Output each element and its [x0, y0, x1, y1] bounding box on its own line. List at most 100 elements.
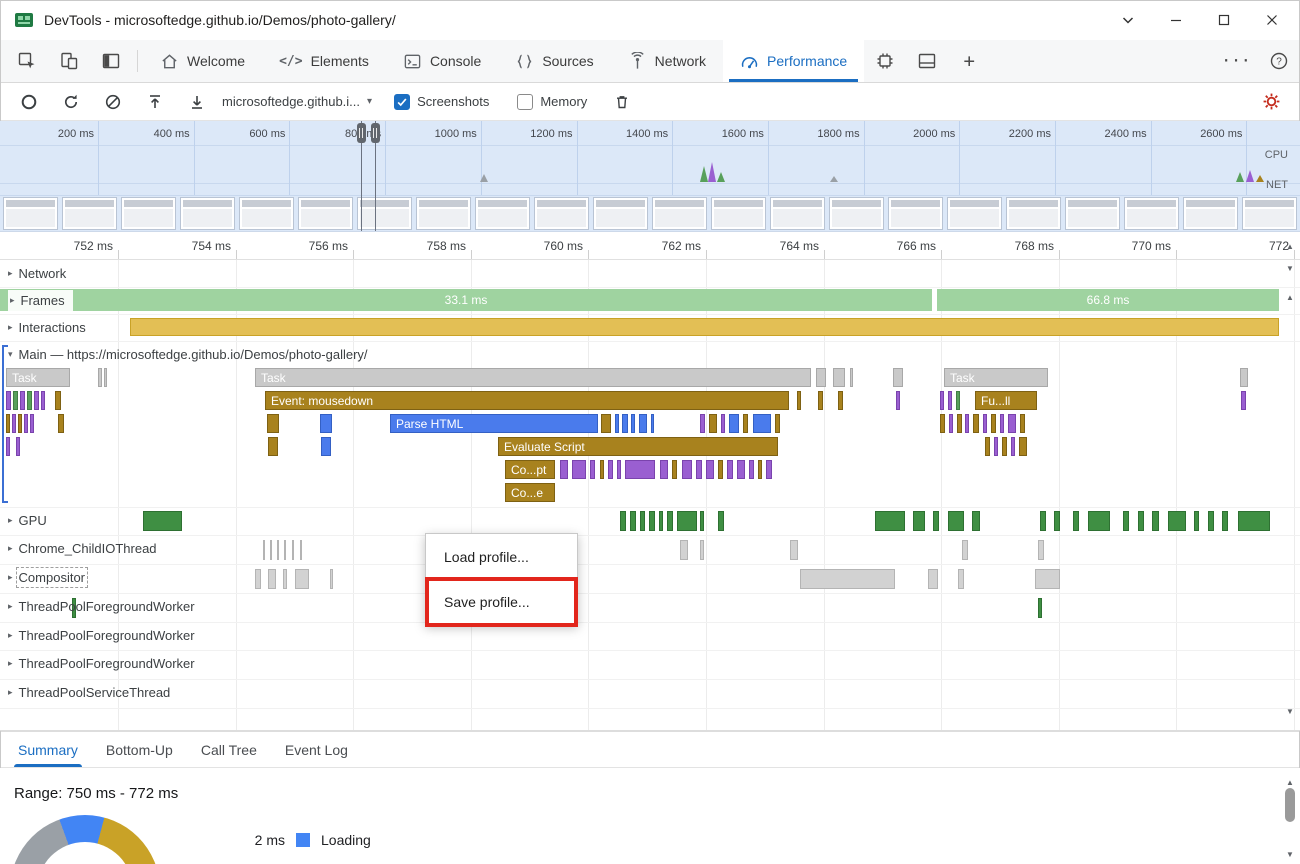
- flame-bar[interactable]: [13, 391, 18, 410]
- selection-handle-right[interactable]: [371, 123, 380, 143]
- flame-bar[interactable]: Co...e: [505, 483, 555, 502]
- track-gpu-bar[interactable]: [933, 511, 939, 531]
- track-threadpool-1-label[interactable]: ▸ ThreadPoolForegroundWorker: [8, 596, 195, 617]
- filmstrip-thumbnail[interactable]: [1065, 197, 1120, 230]
- flame-bar[interactable]: [965, 414, 969, 433]
- filmstrip-thumbnail[interactable]: [770, 197, 825, 230]
- track-gpu-bar[interactable]: [972, 511, 980, 531]
- filmstrip-thumbnail[interactable]: [180, 197, 235, 230]
- flame-bar[interactable]: [893, 368, 903, 387]
- flame-bar[interactable]: [753, 414, 771, 433]
- flame-bar[interactable]: [1241, 391, 1246, 410]
- flame-bar[interactable]: [12, 414, 16, 433]
- filmstrip-thumbnail[interactable]: [298, 197, 353, 230]
- filmstrip-thumbnail[interactable]: [829, 197, 884, 230]
- scrollbar-thumb[interactable]: [1285, 788, 1295, 822]
- detail-tab-call-tree[interactable]: Call Tree: [200, 741, 257, 758]
- flame-bar[interactable]: [6, 391, 11, 410]
- flame-bar[interactable]: [660, 460, 668, 479]
- flame-bar[interactable]: [30, 414, 34, 433]
- flame-bar[interactable]: [600, 460, 604, 479]
- flame-bar[interactable]: [55, 391, 61, 410]
- flame-bar[interactable]: [948, 391, 952, 410]
- flame-bar[interactable]: Event: mousedown: [265, 391, 789, 410]
- flame-bar[interactable]: [27, 391, 32, 410]
- flame-bar[interactable]: [104, 368, 107, 387]
- menu-item-save-profile-[interactable]: Save profile...: [425, 577, 578, 627]
- track-chrome-childiothread-bar[interactable]: [284, 540, 286, 560]
- scroll-up-icon[interactable]: ▲: [1286, 293, 1294, 302]
- flame-bar[interactable]: [1020, 414, 1025, 433]
- flame-bar[interactable]: [994, 437, 998, 456]
- flame-bar[interactable]: [729, 414, 739, 433]
- flame-chart-tracks[interactable]: ▸ Network 33.1 ms 66.8 ms ▸ Frames ▸ Interactio…: [0, 260, 1300, 731]
- flame-bar[interactable]: [973, 414, 979, 433]
- flame-bar[interactable]: [608, 460, 613, 479]
- track-compositor-label[interactable]: ▸ Compositor: [8, 567, 89, 588]
- detail-tab-event-log[interactable]: Event Log: [284, 741, 348, 758]
- tab-performance[interactable]: Performance: [723, 40, 865, 82]
- track-interactions-label[interactable]: ▸ Interactions: [8, 317, 86, 338]
- filmstrip-thumbnail[interactable]: [1242, 197, 1297, 230]
- flame-bar[interactable]: [622, 414, 628, 433]
- track-chrome-childiothread-bar[interactable]: [263, 540, 265, 560]
- clear-icon[interactable]: [92, 87, 134, 117]
- flame-bar[interactable]: [631, 414, 635, 433]
- track-threadpool-2-label[interactable]: ▸ ThreadPoolForegroundWorker: [8, 625, 195, 646]
- track-gpu-bar[interactable]: [630, 511, 636, 531]
- track-gpu-bar[interactable]: [1208, 511, 1214, 531]
- screenshots-checkbox[interactable]: Screenshots: [394, 93, 489, 110]
- flame-bar[interactable]: [838, 391, 843, 410]
- filmstrip-thumbnail[interactable]: [652, 197, 707, 230]
- track-gpu-bar[interactable]: [659, 511, 663, 531]
- record-button[interactable]: [8, 87, 50, 117]
- track-compositor-bar[interactable]: [283, 569, 287, 589]
- flame-bar[interactable]: [700, 414, 705, 433]
- flame-bar[interactable]: [16, 437, 20, 456]
- scroll-up-icon[interactable]: ▲: [1286, 242, 1294, 251]
- flame-bar[interactable]: [706, 460, 714, 479]
- flame-bar[interactable]: [682, 460, 692, 479]
- flame-bar[interactable]: [1240, 368, 1248, 387]
- flame-bar[interactable]: [956, 391, 960, 410]
- filmstrip-thumbnail[interactable]: [357, 197, 412, 230]
- garbage-collect-icon[interactable]: [601, 87, 643, 117]
- track-compositor-bar[interactable]: [1035, 569, 1060, 589]
- flame-bar[interactable]: [743, 414, 748, 433]
- chip-icon[interactable]: [864, 40, 906, 82]
- filmstrip-thumbnail[interactable]: [62, 197, 117, 230]
- track-gpu-bar[interactable]: [1168, 511, 1186, 531]
- frame-segment[interactable]: 33.1 ms: [0, 289, 932, 311]
- track-chrome-childiothread-bar[interactable]: [680, 540, 688, 560]
- tab-welcome[interactable]: Welcome: [143, 40, 262, 82]
- track-gpu-bar[interactable]: [677, 511, 697, 531]
- flame-bar[interactable]: [758, 460, 762, 479]
- track-gpu-bar[interactable]: [700, 511, 704, 531]
- flame-bar[interactable]: [983, 414, 987, 433]
- flame-bar[interactable]: [721, 414, 725, 433]
- flame-bar[interactable]: [718, 460, 723, 479]
- track-main-label[interactable]: ▾ Main — https://microsoftedge.github.io/…: [8, 344, 368, 365]
- detail-tab-bottom-up[interactable]: Bottom-Up: [105, 741, 173, 758]
- flame-bar[interactable]: [797, 391, 801, 410]
- track-threadpool-1-bar[interactable]: [72, 598, 76, 618]
- plus-icon[interactable]: +: [963, 50, 975, 72]
- flame-bar[interactable]: [24, 414, 28, 433]
- flame-bar[interactable]: [615, 414, 619, 433]
- history-select[interactable]: microsoftedge.github.i... ▾: [222, 94, 372, 109]
- track-gpu-bar[interactable]: [1073, 511, 1079, 531]
- filmstrip-thumbnail[interactable]: [3, 197, 58, 230]
- flame-bar[interactable]: [766, 460, 772, 479]
- track-gpu-bar[interactable]: [875, 511, 905, 531]
- device-icon[interactable]: [48, 40, 90, 82]
- track-threadpool-1-bar[interactable]: [1038, 598, 1042, 618]
- filmstrip-thumbnail[interactable]: [947, 197, 1002, 230]
- flame-bar[interactable]: [6, 437, 10, 456]
- track-gpu-bar[interactable]: [143, 511, 182, 531]
- flame-bar[interactable]: [1011, 437, 1015, 456]
- flame-bar[interactable]: [672, 460, 677, 479]
- scroll-down-icon[interactable]: ▼: [1286, 850, 1294, 859]
- track-compositor-bar[interactable]: [928, 569, 938, 589]
- filmstrip-thumbnail[interactable]: [239, 197, 294, 230]
- track-gpu-bar[interactable]: [948, 511, 964, 531]
